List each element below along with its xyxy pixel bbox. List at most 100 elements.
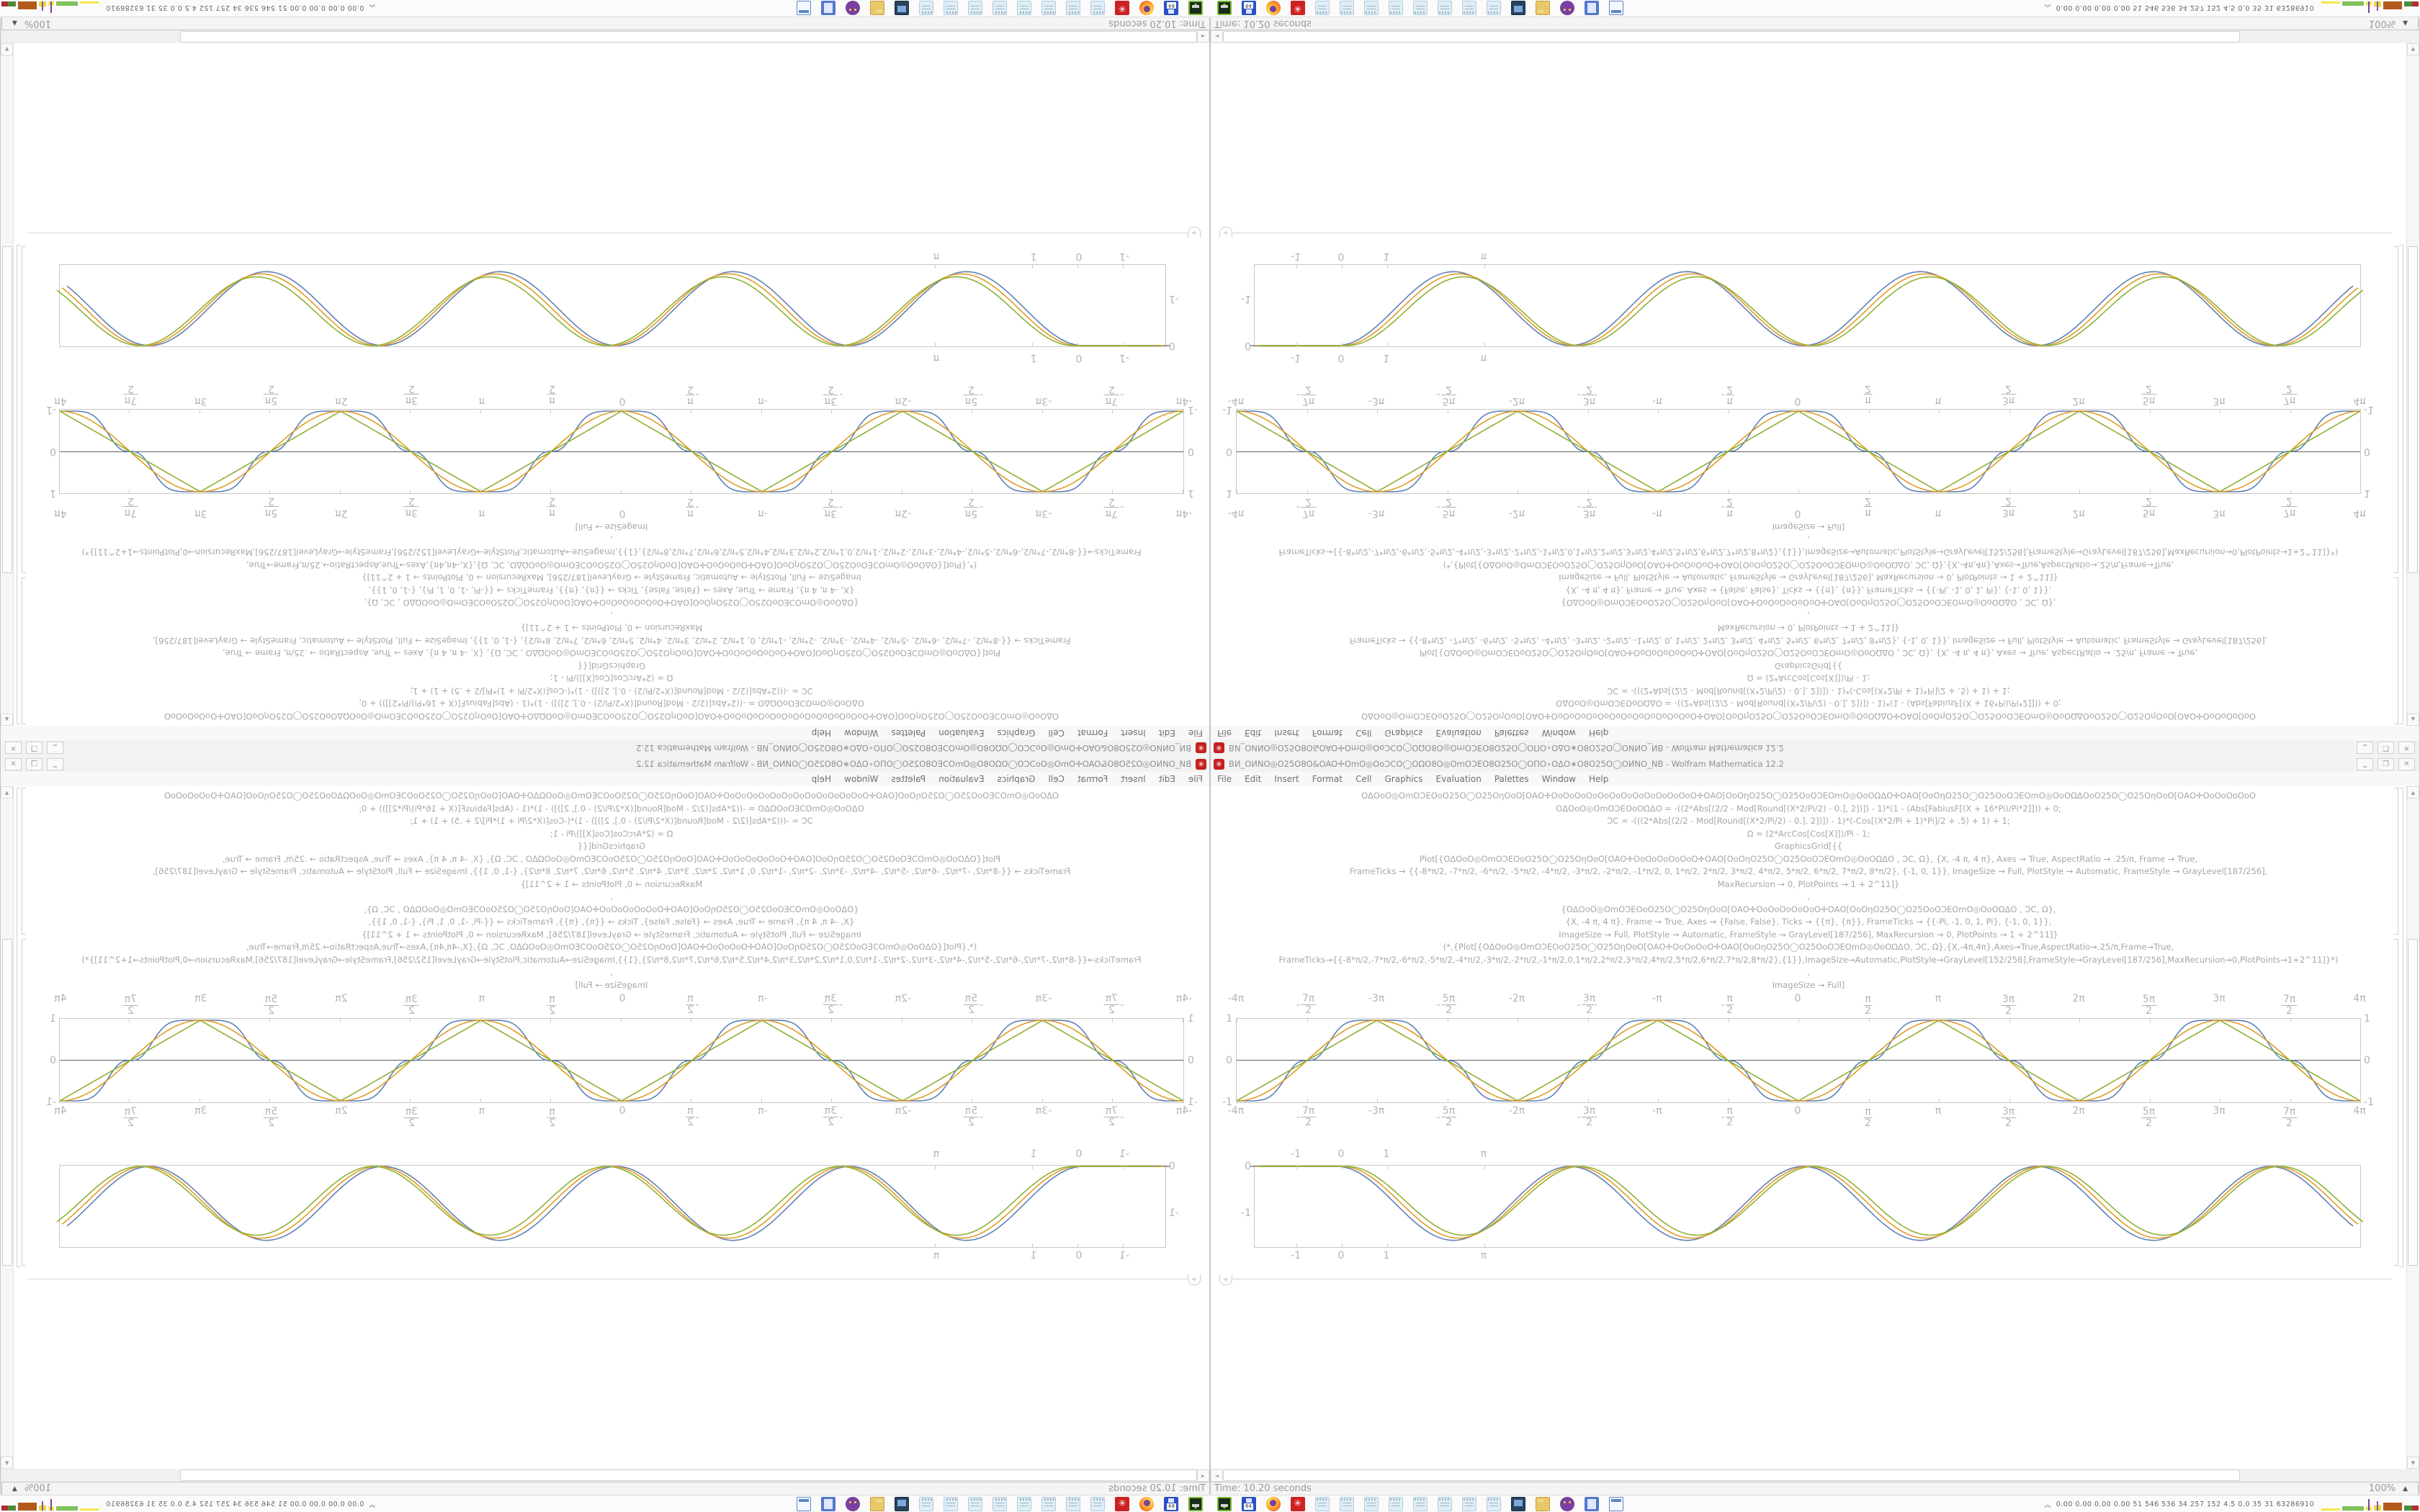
menu-item-insert[interactable]: Insert [1121,728,1146,738]
notepad-icon[interactable] [1315,1,1330,15]
menu-item-palettes[interactable]: Palettes [1494,774,1529,784]
notepad-icon[interactable] [1438,1497,1452,1511]
notepad-icon[interactable] [1487,1,1501,15]
cell-bracket-outer[interactable] [2399,788,2403,1267]
code-line[interactable]: , [610,535,613,545]
vertical-scrollbar[interactable]: ▲ ▼ [2406,786,2419,1469]
menu-item-graphics[interactable]: Graphics [1384,774,1423,784]
window-titlebar[interactable]: ✳ BͶ_OͶNO◎O25O8O&OAO✛OmO◎OoϽCO◯OΩO8O◎OmO… [0,739,1210,756]
horizontal-scrollbar[interactable]: ◄ [0,1469,1210,1482]
code-line[interactable]: GraphicsGrid[{{ [577,661,646,671]
scroll-blue-icon[interactable] [1585,1,1599,15]
notepad-icon[interactable] [992,1,1007,15]
mathematica-red-icon[interactable]: ✳ [1115,1,1129,15]
owl-purple-icon[interactable] [1560,1497,1574,1511]
scroll-left-icon[interactable]: ◄ [1197,1470,1209,1482]
notepad-icon[interactable] [1389,1,1403,15]
input-cell-code[interactable]: ΟΔΟοΟ◎ΟmΟϽΕΟοΟ25Ο◯Ο25ΟηΟοΟ[ΟΑΟ✛ΟοΟοΟοΟοΟ… [14,521,1209,722]
close-button[interactable]: ✕ [5,742,22,755]
cell-bracket-outer[interactable] [2399,245,2403,724]
monitor-photo-icon[interactable] [895,1497,909,1511]
notepad-icon[interactable] [1041,1,1056,15]
code-line[interactable]: ϽC = -(((2*Abs[(2/2 - Mod[Round[(X*2/Pi/… [410,816,813,826]
code-line[interactable]: {X, -4 π, 4 π}, Frame → True, Axes → {Fa… [1565,585,2052,595]
monitor-expand-icon[interactable]: ︽ [2044,3,2051,11]
code-line[interactable]: FrameTicks→{{-8*π/2,-7*π/2,-6*π/2,-5*π/2… [1278,954,2339,965]
notepad-icon[interactable] [1413,1497,1428,1511]
menu-item-edit[interactable]: Edit [1245,728,1262,738]
horizontal-scrollbar[interactable]: ◄ [1210,30,2420,43]
code-line[interactable]: FrameTicks → {{-8*π/2, -7*π/2, -6*π/2, -… [1349,636,2268,646]
minimize-button[interactable]: ‗ [2357,742,2373,755]
code-line[interactable]: ImageSize → Full] [1772,522,1845,533]
scroll-blue-icon[interactable] [1585,1497,1599,1511]
zoom-control[interactable]: 100% ▲ [12,1483,51,1494]
code-line[interactable]: (*,{Plot[{ΟΔΟοΟ◎ΟmΟϽΕΟοΟ25Ο◯Ο25ΟηΟοΟ[ΟΑΟ… [246,560,977,570]
menu-item-window[interactable]: Window [844,774,879,784]
notepad-icon[interactable] [1364,1,1379,15]
floppy-64-icon[interactable]: 64 [1164,1497,1178,1511]
notepad-icon[interactable] [992,1497,1007,1511]
minimize-button[interactable]: ‗ [2357,757,2373,770]
firefox-icon[interactable] [1266,1497,1281,1511]
menu-item-palettes[interactable]: Palettes [891,774,926,784]
menu-item-file[interactable]: File [1188,728,1203,738]
menu-item-cell[interactable]: Cell [1355,774,1372,784]
restore-button[interactable]: ❐ [2378,742,2394,755]
vertical-scrollbar-thumb[interactable] [2,246,12,573]
system-monitor-widget[interactable]: ︽ 0.00 0.00 0.00 0.00 51 546 536 34 257 … [1,1,375,14]
code-line[interactable]: ΟΔΟοΟ◎ΟmΟϽΕΟοΟΩΔΟ = -((2*Abs[(2/2 - Mod[… [1556,698,2061,709]
code-line[interactable]: ϽC = -(((2*Abs[(2/2 - Mod[Round[(X*2/Pi/… [1607,686,2010,696]
close-button[interactable]: ✕ [2398,742,2415,755]
menu-item-help[interactable]: Help [1588,774,1609,784]
menu-item-window[interactable]: Window [844,728,879,738]
menu-item-window[interactable]: Window [1541,774,1576,784]
code-line[interactable]: {ΟΔΟοΟ◎ΟmΟϽΕΟοΟ25Ο◯Ο25ΟηΟοΟ[ΟΑΟ✛ΟοΟοΟοΟο… [1561,598,2056,608]
notepad-icon[interactable] [1090,1497,1105,1511]
menu-item-cell[interactable]: Cell [1048,774,1065,784]
code-line[interactable]: FrameTicks → {{-8*π/2, -7*π/2, -6*π/2, -… [152,866,1071,876]
notepad-icon[interactable] [1017,1,1031,15]
code-line[interactable]: MaxRecursion → 0, PlotPoints → 1 + 2^11]… [1717,623,1900,634]
notepad-icon[interactable] [1487,1497,1501,1511]
input-cell-code[interactable]: ΟΔΟοΟ◎ΟmΟϽΕΟοΟ25Ο◯Ο25ΟηΟοΟ[ΟΑΟ✛ΟοΟοΟοΟοΟ… [1211,521,2406,722]
menu-item-insert[interactable]: Insert [1121,774,1146,784]
notepad-icon[interactable] [1438,1,1452,15]
code-line[interactable]: (*,{Plot[{ΟΔΟοΟ◎ΟmΟϽΕΟοΟ25Ο◯Ο25ΟηΟοΟ[ΟΑΟ… [1443,560,2174,570]
code-line[interactable]: {X, -4 π, 4 π}, Frame → True, Axes → {Fa… [368,585,855,595]
monitor-photo-icon[interactable] [1511,1,1525,15]
code-line[interactable]: ImageSize → Full, PlotStyle → Automatic,… [1559,572,2058,583]
code-line[interactable]: GraphicsGrid[{{ [577,841,646,851]
vertical-scrollbar-thumb[interactable] [2,939,12,1266]
scroll-up-icon[interactable]: ▲ [1,714,13,726]
zoom-level-value[interactable]: 100% [2368,18,2396,29]
window-blue-icon[interactable] [1609,1,1623,15]
menu-item-edit[interactable]: Edit [1158,728,1175,738]
code-line[interactable]: , [1807,535,1810,545]
notepad-icon[interactable] [1315,1497,1330,1511]
menu-item-graphics[interactable]: Graphics [997,728,1036,738]
firefox-icon[interactable] [1139,1497,1154,1511]
menu-item-insert[interactable]: Insert [1274,774,1299,784]
menu-item-format[interactable]: Format [1312,774,1343,784]
menu-item-help[interactable]: Help [811,774,832,784]
zoom-level-value[interactable]: 100% [24,18,52,29]
notepad-icon[interactable] [944,1497,958,1511]
menu-item-format[interactable]: Format [1077,728,1108,738]
horizontal-scrollbar-track[interactable] [1223,1470,2240,1481]
horizontal-scrollbar-track[interactable] [1223,31,2240,42]
folder-icon[interactable] [1536,1,1550,15]
mathematica-red-icon[interactable]: ✳ [1291,1,1305,15]
zoom-level-value[interactable]: 100% [24,1483,52,1494]
code-line[interactable]: Ω = (2*ArcCos[Cos[X]])/Pi - 1; [550,828,673,839]
folder-icon[interactable] [870,1,884,15]
cell-bracket-outer[interactable] [17,245,21,724]
code-line[interactable]: Ω = (2*ArcCos[Cos[X]])/Pi - 1; [1747,828,1870,839]
code-line[interactable]: Ω = (2*ArcCos[Cos[X]])/Pi - 1; [550,673,673,684]
menu-item-format[interactable]: Format [1312,728,1343,738]
owl-purple-icon[interactable] [1560,1,1574,15]
input-cell-code[interactable]: ΟΔΟοΟ◎ΟmΟϽΕΟοΟ25Ο◯Ο25ΟηΟοΟ[ΟΑΟ✛ΟοΟοΟοΟοΟ… [14,790,1209,991]
vertical-scrollbar-thumb[interactable] [2408,246,2418,573]
cell-bracket-outer[interactable] [17,788,21,1267]
notepad-icon[interactable] [968,1497,982,1511]
